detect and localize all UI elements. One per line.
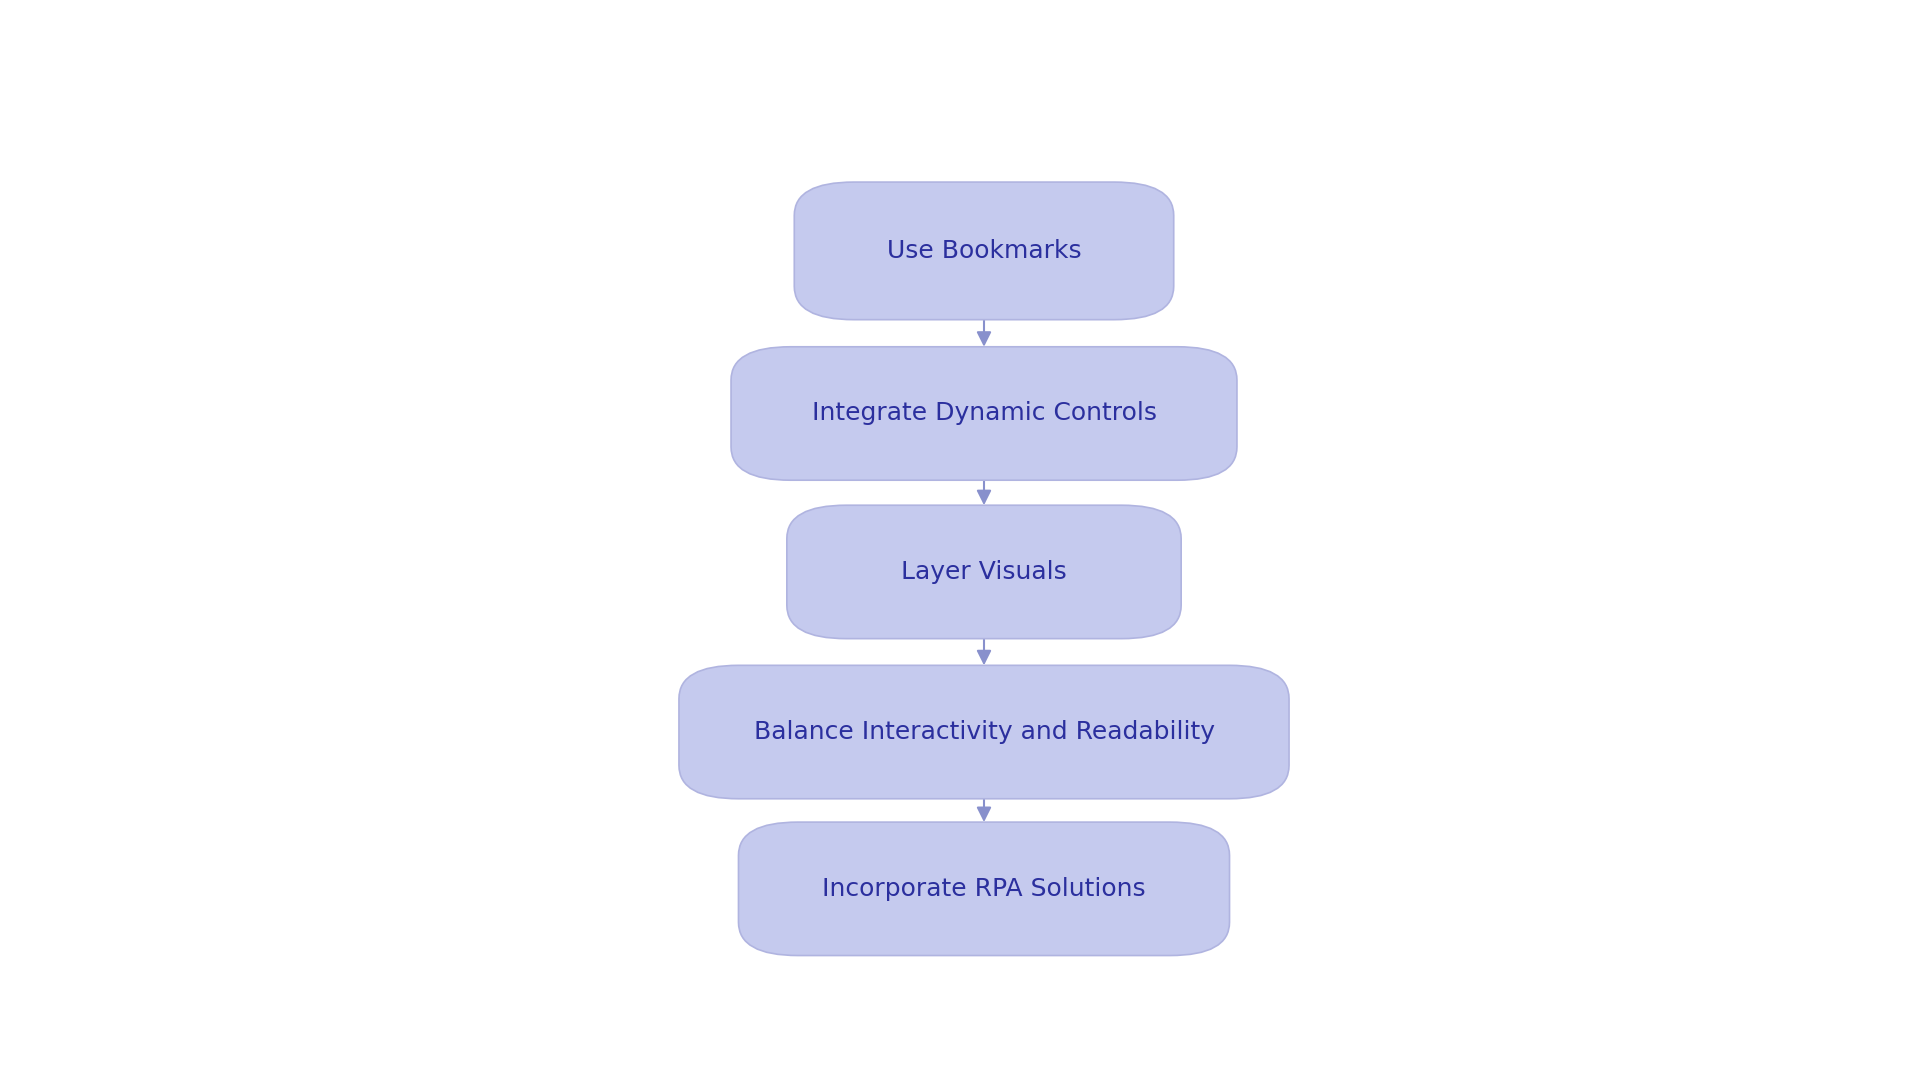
Text: Incorporate RPA Solutions: Incorporate RPA Solutions	[822, 877, 1146, 901]
Text: Balance Interactivity and Readability: Balance Interactivity and Readability	[753, 720, 1215, 744]
Text: Integrate Dynamic Controls: Integrate Dynamic Controls	[812, 402, 1156, 426]
Text: Layer Visuals: Layer Visuals	[900, 560, 1068, 584]
Text: Use Bookmarks: Use Bookmarks	[887, 239, 1081, 263]
FancyBboxPatch shape	[680, 665, 1288, 799]
FancyBboxPatch shape	[795, 182, 1173, 319]
FancyBboxPatch shape	[787, 505, 1181, 639]
FancyBboxPatch shape	[739, 822, 1229, 955]
FancyBboxPatch shape	[732, 347, 1236, 480]
